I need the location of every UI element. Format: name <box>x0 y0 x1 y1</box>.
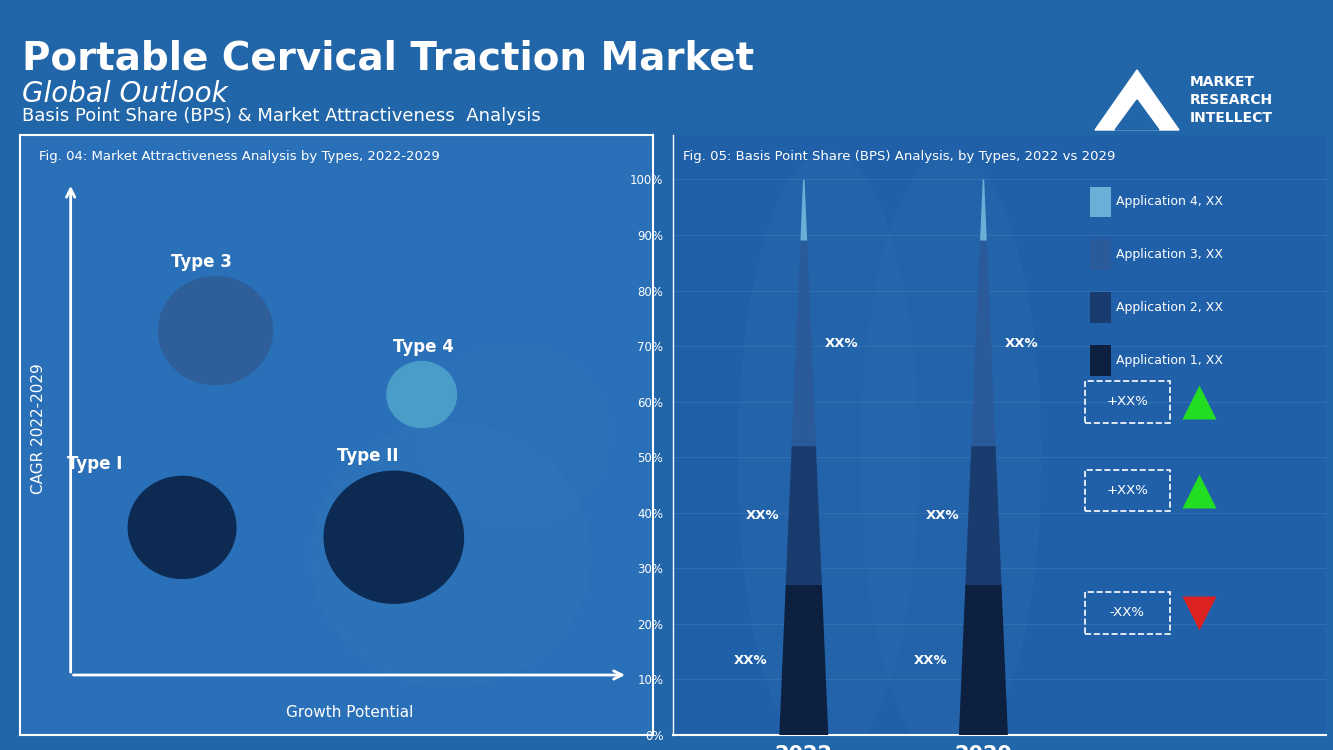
Text: Growth Potential: Growth Potential <box>285 705 413 720</box>
Circle shape <box>128 476 236 578</box>
Text: Application 4, XX: Application 4, XX <box>1116 195 1222 208</box>
FancyBboxPatch shape <box>1089 187 1110 218</box>
Text: XX%: XX% <box>825 337 858 350</box>
Circle shape <box>324 471 464 603</box>
Text: Type I: Type I <box>67 455 121 473</box>
Circle shape <box>387 362 456 428</box>
Text: INTELLECT: INTELLECT <box>1190 111 1273 125</box>
FancyBboxPatch shape <box>1089 345 1110 376</box>
FancyBboxPatch shape <box>1089 292 1110 322</box>
Text: Portable Cervical Traction Market: Portable Cervical Traction Market <box>23 40 754 78</box>
Circle shape <box>159 277 272 385</box>
Text: MARKET: MARKET <box>1190 75 1256 89</box>
FancyBboxPatch shape <box>1089 239 1110 270</box>
Text: XX%: XX% <box>734 653 768 667</box>
Bar <box>1085 470 1169 512</box>
Text: Type 4: Type 4 <box>393 338 455 356</box>
Circle shape <box>738 152 918 750</box>
Text: CAGR 2022-2029: CAGR 2022-2029 <box>32 364 47 494</box>
Text: RESEARCH: RESEARCH <box>1190 93 1273 107</box>
Text: Global Outlook: Global Outlook <box>23 80 228 108</box>
Bar <box>1085 592 1169 634</box>
Polygon shape <box>1094 70 1178 130</box>
Polygon shape <box>958 585 1008 735</box>
Polygon shape <box>980 179 986 241</box>
Text: XX%: XX% <box>1005 337 1038 350</box>
Circle shape <box>312 423 589 687</box>
Polygon shape <box>780 585 828 735</box>
Text: +XX%: +XX% <box>1106 484 1148 497</box>
Polygon shape <box>972 241 996 446</box>
Text: +XX%: +XX% <box>1106 395 1148 408</box>
Text: Application 3, XX: Application 3, XX <box>1116 248 1222 261</box>
Text: XX%: XX% <box>745 509 780 522</box>
Text: Basis Point Share (BPS) & Market Attractiveness  Analysis: Basis Point Share (BPS) & Market Attract… <box>23 107 541 125</box>
Text: XX%: XX% <box>925 509 958 522</box>
Circle shape <box>861 152 1041 750</box>
Text: Application 1, XX: Application 1, XX <box>1116 353 1222 367</box>
Text: Fig. 04: Market Attractiveness Analysis by Types, 2022-2029: Fig. 04: Market Attractiveness Analysis … <box>39 150 440 163</box>
Polygon shape <box>800 179 808 241</box>
Text: Application 2, XX: Application 2, XX <box>1116 301 1222 313</box>
Text: Type 3: Type 3 <box>171 253 232 271</box>
Text: XX%: XX% <box>914 653 948 667</box>
Text: Fig. 05: Basis Point Share (BPS) Analysis, by Types, 2022 vs 2029: Fig. 05: Basis Point Share (BPS) Analysi… <box>682 150 1116 163</box>
Polygon shape <box>965 446 1001 585</box>
Polygon shape <box>792 241 816 446</box>
Polygon shape <box>785 446 822 585</box>
Polygon shape <box>1114 100 1158 130</box>
Circle shape <box>419 345 609 525</box>
Text: Type II: Type II <box>337 447 399 465</box>
Bar <box>1085 381 1169 422</box>
Text: -XX%: -XX% <box>1109 606 1145 619</box>
